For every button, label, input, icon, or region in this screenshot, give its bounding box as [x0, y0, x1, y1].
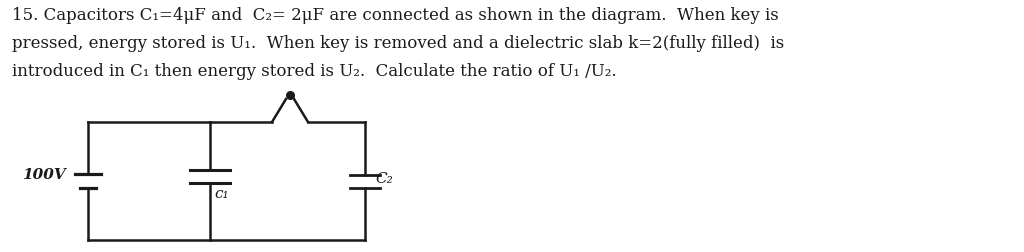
Text: pressed, energy stored is U₁.  When key is removed and a dielectric slab k=2(ful: pressed, energy stored is U₁. When key i…	[12, 35, 784, 52]
Text: introduced in C₁ then energy stored is U₂.  Calculate the ratio of U₁ /U₂.: introduced in C₁ then energy stored is U…	[12, 63, 616, 80]
Text: c₁: c₁	[214, 186, 228, 201]
Text: 100V: 100V	[23, 168, 66, 182]
Text: 15. Capacitors C₁=4μF and  C₂= 2μF are connected as shown in the diagram.  When : 15. Capacitors C₁=4μF and C₂= 2μF are co…	[12, 7, 778, 24]
Text: C₂: C₂	[375, 172, 393, 186]
